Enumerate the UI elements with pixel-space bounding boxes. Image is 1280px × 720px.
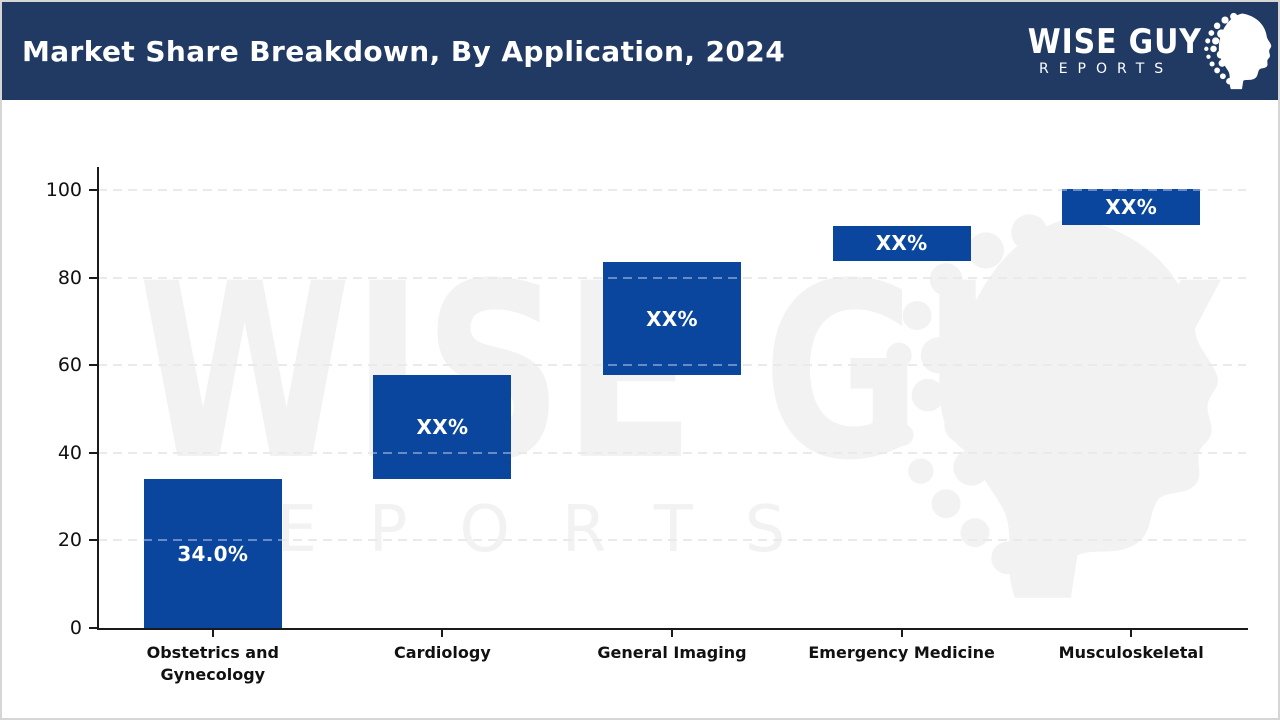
y-tick [89, 627, 98, 629]
y-axis-line [97, 167, 99, 630]
x-tick [671, 629, 673, 637]
bar-segment: 34.0% [143, 479, 282, 628]
logo-subtitle: REPORTS [1038, 61, 1174, 78]
gridline [98, 189, 1246, 191]
page-title: Market Share Breakdown, By Application, … [22, 35, 786, 68]
header: Market Share Breakdown, By Application, … [2, 2, 1278, 100]
y-tick [89, 276, 98, 279]
gridline-overlay [98, 451, 1246, 454]
y-tick-label: 20 [57, 529, 82, 552]
logo-wordmark: WISE GUY [1027, 21, 1202, 62]
bar-value-label: XX% [1105, 195, 1158, 220]
gridline-overlay [98, 539, 1246, 542]
bar-value-label: XX% [646, 306, 698, 331]
y-tick [89, 539, 98, 542]
x-category-label: Cardiology [394, 643, 491, 662]
gridline-overlay [98, 364, 1246, 367]
y-tick-label: 0 [69, 617, 82, 639]
bar-value-label: XX% [875, 231, 928, 256]
x-axis-line [97, 628, 1248, 630]
x-category-label: General Imaging [597, 643, 747, 662]
gridline-overlay [98, 276, 1246, 279]
x-tick [441, 629, 444, 637]
x-tick [211, 629, 214, 637]
bar-value-label: 34.0% [177, 541, 249, 566]
bar-segment: XX% [832, 225, 971, 261]
bar-segment: XX% [1062, 189, 1201, 226]
y-tick [89, 451, 98, 454]
x-category-label: Emergency Medicine [808, 643, 995, 662]
bar-segment: XX% [603, 262, 741, 375]
bar-value-label: XX% [416, 414, 469, 439]
x-tick [1130, 629, 1133, 637]
wise-guy-head-icon [1202, 10, 1274, 92]
gridline [98, 539, 1246, 542]
gridline [98, 451, 1246, 454]
y-tick-label: 40 [57, 441, 82, 464]
x-tick [900, 629, 903, 637]
bar-segment: XX% [373, 374, 512, 480]
y-tick-label: 60 [57, 354, 82, 377]
logo-text: WISE GUY REPORTS [1004, 21, 1202, 78]
y-tick-label: 80 [57, 266, 82, 289]
wise-guy-logo: WISE GUY REPORTS [1004, 6, 1274, 96]
x-category-label: Obstetrics and Gynecology [146, 643, 279, 684]
gridline-overlay [98, 189, 1246, 191]
y-tick [89, 189, 98, 191]
y-tick [89, 364, 98, 367]
x-category-label: Musculoskeletal [1058, 643, 1204, 662]
y-tick-label: 100 [45, 179, 82, 201]
